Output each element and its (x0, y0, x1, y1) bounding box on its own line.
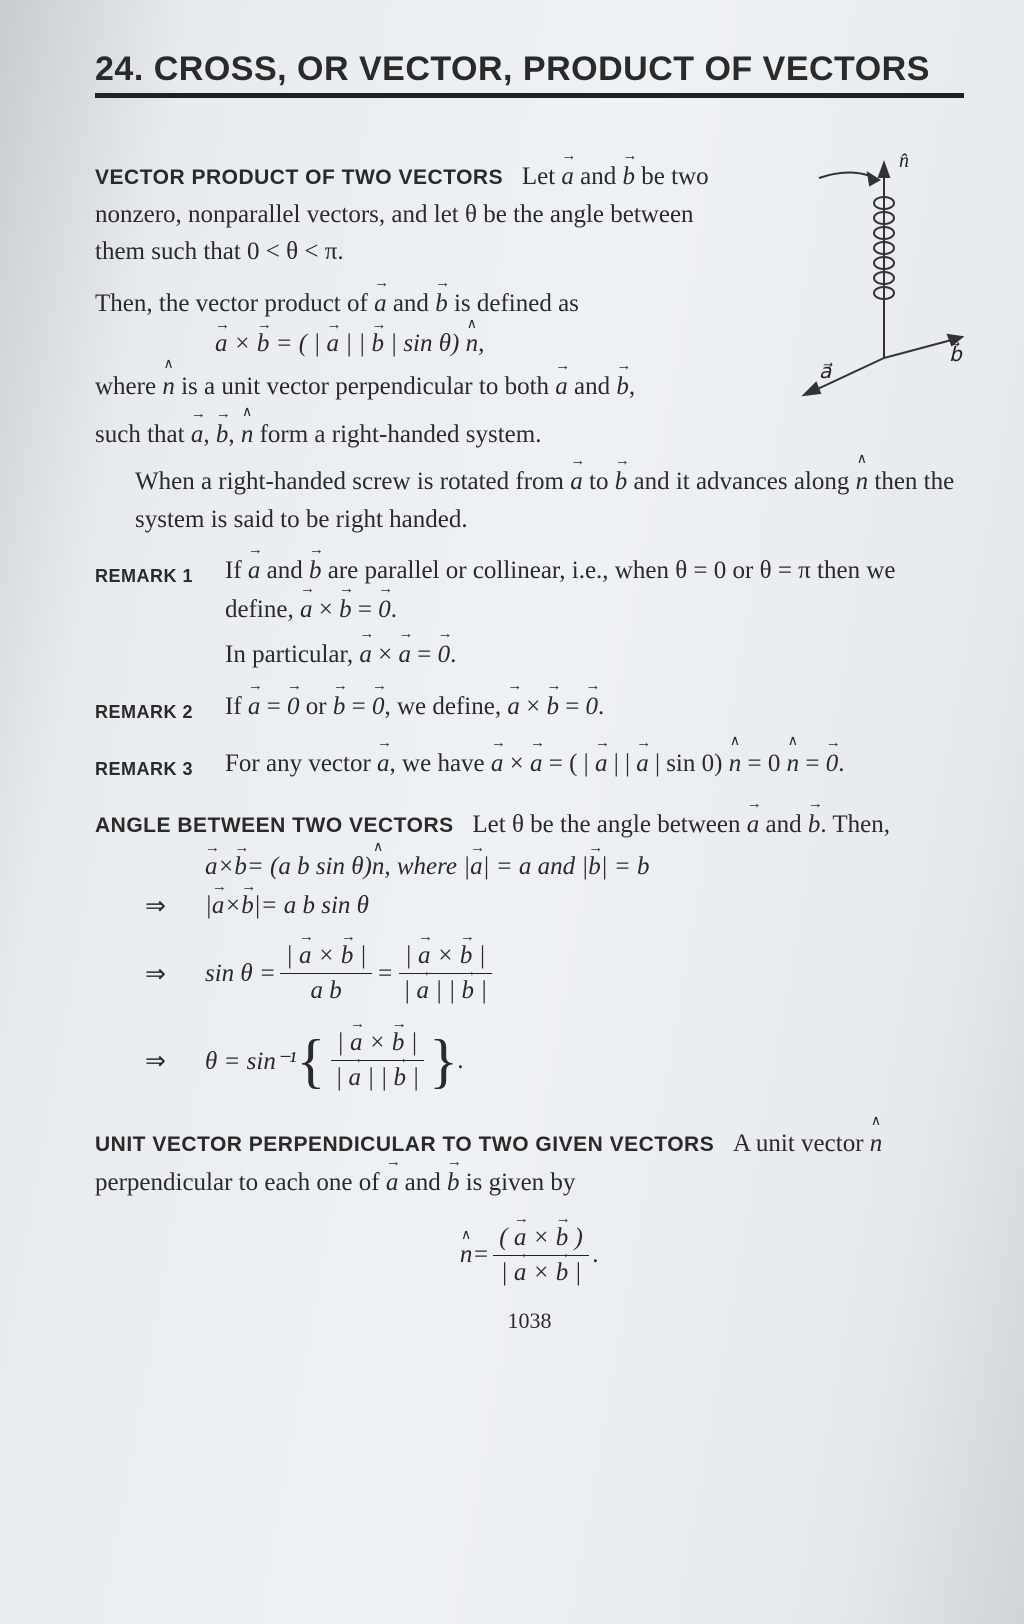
unit-heading: UNIT VECTOR PERPENDICULAR TO TWO GIVEN V… (95, 1133, 714, 1156)
section-number: 24. (95, 50, 144, 88)
t: Let (522, 163, 562, 190)
t: is defined as (448, 290, 579, 317)
right-hand-screw-diagram: n̂ b⃗ a⃗ (764, 143, 964, 403)
t: and (574, 163, 623, 190)
t: . (598, 693, 604, 720)
angle-eq-3: ⇒ sin θ = | a × b | a b = | a × b | | a … (145, 939, 964, 1008)
t: If (225, 693, 248, 720)
angle-eq-2: ⇒ | a × b | = a b sin θ (145, 891, 964, 921)
title-underline (95, 93, 964, 98)
t: When a right-handed screw is rotated fro… (135, 468, 570, 495)
screw-line: When a right-handed screw is rotated fro… (135, 463, 964, 538)
such-that-line: such that a, b, n form a right-handed sy… (95, 416, 964, 454)
intro-line2: Then, the vector product of a and b is d… (95, 285, 735, 323)
remark-body: If a = 0 or b = 0, we define, a × b = 0. (225, 688, 964, 731)
t: . (450, 641, 456, 668)
t: and (759, 811, 808, 838)
t: . (838, 750, 844, 777)
unit-vector-formula: n = ( a × b ) | a × b | . (95, 1221, 964, 1290)
intro-heading: VECTOR PRODUCT OF TWO VECTORS (95, 166, 503, 189)
t: is given by (459, 1169, 575, 1196)
remark-label: REMARK 2 (95, 702, 193, 722)
t: = (a b sin θ) (247, 853, 372, 881)
remark-body: If a and b are parallel or collinear, i.… (225, 552, 964, 674)
t: form a right-handed system. (253, 421, 541, 448)
t: , where | (384, 853, 470, 881)
t: . Then, (820, 811, 890, 838)
remark-label: REMARK 1 (95, 566, 193, 586)
t: sin θ = (205, 960, 276, 988)
t: where (95, 373, 162, 400)
t: In particular, (225, 641, 359, 668)
t: | = a and | (483, 853, 589, 881)
t: = a b sin θ (261, 892, 369, 920)
section-title-text: CROSS, OR VECTOR, PRODUCT OF VECTORS (154, 50, 930, 88)
remark-2: REMARK 2 If a = 0 or b = 0, we define, a… (95, 688, 964, 731)
t: , we have (390, 750, 491, 777)
t: perpendicular to each one of (95, 1169, 386, 1196)
t: are parallel or collinear, i.e., when θ … (225, 557, 896, 623)
angle-eq-4: ⇒ θ = sin⁻¹ { | a × b | | a | | b | }. (145, 1026, 964, 1095)
t: If (225, 557, 248, 584)
t: Let θ be the angle between (472, 811, 746, 838)
svg-text:b⃗: b⃗ (949, 341, 963, 366)
t: and it advances along (627, 468, 855, 495)
t: such that (95, 421, 191, 448)
remark-1: REMARK 1 If a and b are parallel or coll… (95, 552, 964, 674)
t: , (629, 373, 635, 400)
remark-body: For any vector a, we have a × a = ( | a … (225, 745, 964, 788)
t: A unit vector (733, 1130, 870, 1157)
t: θ = sin⁻¹ (205, 1046, 297, 1076)
remark-3: REMARK 3 For any vector a, we have a × a… (95, 745, 964, 788)
t: and (568, 373, 617, 400)
t: For any vector (225, 750, 377, 777)
t: or (300, 693, 333, 720)
t: to (583, 468, 615, 495)
t: is a unit vector perpendicular to both (175, 373, 555, 400)
intro-block: VECTOR PRODUCT OF TWO VECTORS Let a and … (95, 158, 964, 358)
svg-text:n̂: n̂ (899, 150, 909, 172)
t: and (398, 1169, 447, 1196)
svg-text:a⃗: a⃗ (819, 361, 833, 383)
t: Then, the vector product of (95, 290, 374, 317)
page-number: 1038 (95, 1308, 964, 1334)
t: and (387, 290, 436, 317)
angle-eq-1: a × b = (a b sin θ) n, where | a | = a a… (145, 853, 964, 881)
t: . (391, 596, 397, 623)
intro-text: VECTOR PRODUCT OF TWO VECTORS Let a and … (95, 158, 735, 271)
t: , we define, (384, 693, 507, 720)
remark-label: REMARK 3 (95, 759, 193, 779)
unit-vector-block: UNIT VECTOR PERPENDICULAR TO TWO GIVEN V… (95, 1125, 964, 1203)
angle-heading: ANGLE BETWEEN TWO VECTORS (95, 814, 454, 837)
page: 24. CROSS, OR VECTOR, PRODUCT OF VECTORS… (0, 0, 1024, 1624)
angle-block: ANGLE BETWEEN TWO VECTORS Let θ be the a… (95, 806, 964, 844)
section-title: 24. CROSS, OR VECTOR, PRODUCT OF VECTORS (95, 50, 964, 89)
t: | = b (601, 853, 650, 881)
